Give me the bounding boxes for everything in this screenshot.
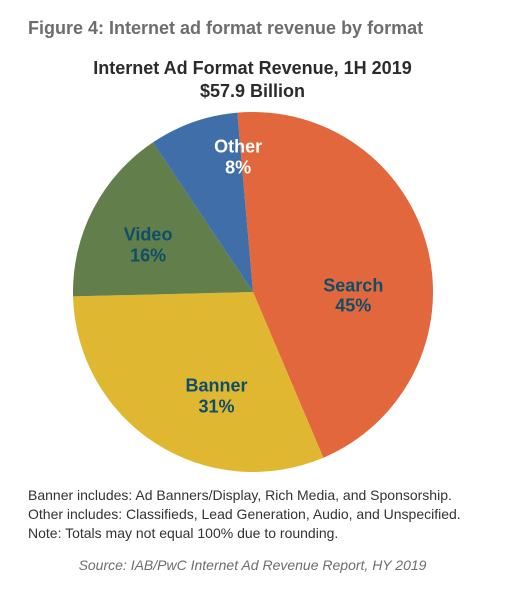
footnote-1: Banner includes: Ad Banners/Display, Ric… (28, 486, 477, 505)
pie-chart: Search45%Banner31%Video16%Other8% (73, 112, 433, 472)
chart-title: Internet Ad Format Revenue, 1H 2019 $57.… (28, 57, 477, 102)
figure-title: Figure 4: Internet ad format revenue by … (28, 18, 477, 39)
chart-title-line2: $57.9 Billion (200, 81, 305, 101)
source-line: Source: IAB/PwC Internet Ad Revenue Repo… (28, 557, 477, 573)
figure-container: Figure 4: Internet ad format revenue by … (0, 0, 505, 583)
footnotes: Banner includes: Ad Banners/Display, Ric… (28, 486, 477, 543)
footnote-2: Other includes: Classifieds, Lead Genera… (28, 505, 477, 524)
footnote-3: Note: Totals may not equal 100% due to r… (28, 524, 477, 543)
pie-svg (73, 112, 433, 472)
chart-title-line1: Internet Ad Format Revenue, 1H 2019 (93, 58, 411, 78)
